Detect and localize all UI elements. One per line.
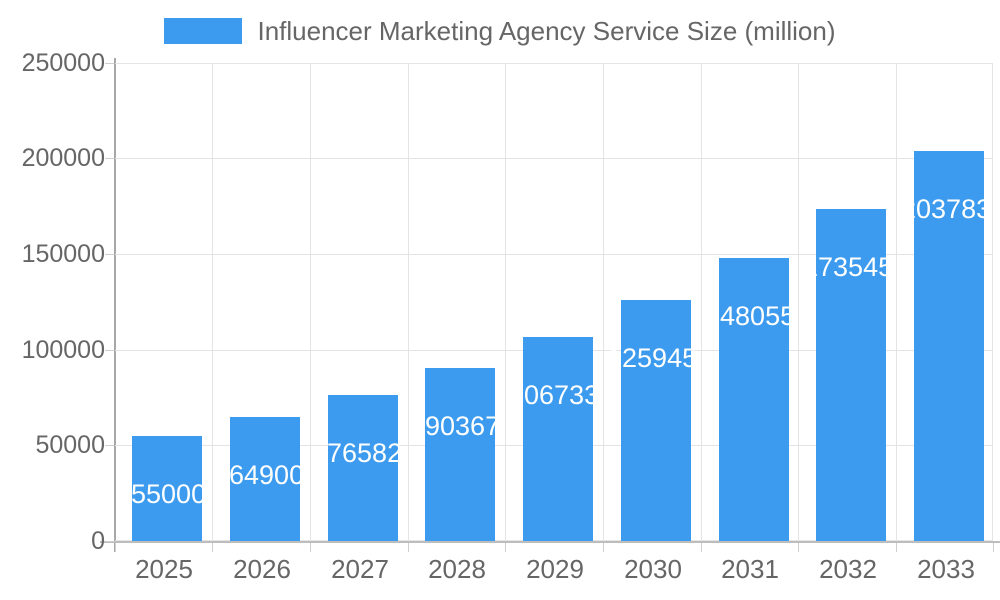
x-tickmark-4	[505, 543, 506, 552]
gridline-y-150000	[115, 254, 993, 255]
x-tickmark-8	[896, 543, 897, 552]
x-tick-label-2028: 2028	[428, 554, 486, 584]
gridline-x-6	[701, 63, 702, 541]
gridline-y-200000	[115, 158, 993, 159]
bar-value-label-2027: 76582	[327, 438, 403, 468]
x-tickmark-2	[310, 543, 311, 552]
gridline-x-3	[408, 63, 409, 541]
legend-label: Influencer Marketing Agency Service Size…	[257, 16, 836, 46]
bar-value-label-2031: 148055	[705, 301, 796, 331]
x-tick-label-2029: 2029	[526, 554, 584, 584]
gridline-x-1	[212, 63, 213, 541]
bar-value-label-2026: 64900	[229, 460, 305, 490]
bar-2028[interactable]	[425, 368, 495, 541]
bar-value-label-2029: 106733	[509, 380, 600, 410]
y-axis-line	[114, 58, 116, 552]
gridline-x-5	[603, 63, 604, 541]
bar-2025[interactable]	[132, 436, 202, 541]
gridline-x-4	[505, 63, 506, 541]
y-tickmark-250000	[105, 63, 114, 64]
y-tick-label-50000: 50000	[35, 431, 105, 459]
x-tickmark-3	[408, 543, 409, 552]
y-tickmark-50000	[105, 445, 114, 446]
x-tickmark-5	[603, 543, 604, 552]
x-tickmark-6	[701, 543, 702, 552]
bar-value-label-2033: 203783	[901, 194, 992, 224]
x-tick-label-2033: 2033	[917, 554, 975, 584]
gridline-y-250000	[115, 63, 993, 64]
y-tick-label-250000: 250000	[21, 49, 105, 77]
y-tickmark-200000	[105, 158, 114, 159]
x-tick-label-2030: 2030	[624, 554, 682, 584]
y-tickmark-100000	[105, 350, 114, 351]
bar-value-label-2030: 125945	[607, 343, 698, 373]
y-axis-tick-labels: 250000 200000 150000 100000 50000 0	[0, 0, 105, 600]
x-tick-label-2025: 2025	[135, 554, 193, 584]
x-axis-line	[100, 541, 1000, 543]
bar-2026[interactable]	[230, 417, 300, 541]
bar-2030[interactable]	[621, 300, 691, 541]
y-tick-label-200000: 200000	[21, 144, 105, 172]
y-tick-label-150000: 150000	[21, 240, 105, 268]
y-tick-label-0: 0	[91, 527, 105, 555]
x-tick-label-2032: 2032	[819, 554, 877, 584]
x-tickmark-9	[993, 543, 994, 552]
x-tick-label-2026: 2026	[233, 554, 291, 584]
bar-value-label-2028: 90367	[425, 411, 501, 441]
gridline-x-9	[992, 63, 993, 541]
legend-color-swatch	[164, 18, 243, 44]
bar-value-label-2032: 173545	[803, 252, 894, 282]
bar-series-group: 55000 64900 76582 90367 106733 125945 14…	[115, 63, 993, 541]
x-tickmark-7	[798, 543, 799, 552]
x-tick-label-2031: 2031	[721, 554, 779, 584]
y-tickmark-150000	[105, 254, 114, 255]
legend-item-service-size[interactable]: Influencer Marketing Agency Service Size…	[164, 16, 836, 46]
x-tickmark-1	[212, 543, 213, 552]
y-tickmark-0	[105, 541, 114, 542]
gridline-x-7	[798, 63, 799, 541]
gridline-x-2	[310, 63, 311, 541]
bar-2032[interactable]	[816, 209, 886, 541]
chart-legend: Influencer Marketing Agency Service Size…	[0, 14, 1000, 48]
x-tick-label-2027: 2027	[331, 554, 389, 584]
bar-2033[interactable]	[914, 151, 984, 541]
gridline-x-8	[896, 63, 897, 541]
x-tickmark-0	[115, 543, 116, 552]
bar-2029[interactable]	[523, 337, 593, 541]
bar-value-label-2025: 55000	[131, 479, 207, 509]
bar-2031[interactable]	[719, 258, 789, 541]
y-tick-label-100000: 100000	[21, 336, 105, 364]
bar-2027[interactable]	[328, 395, 398, 541]
